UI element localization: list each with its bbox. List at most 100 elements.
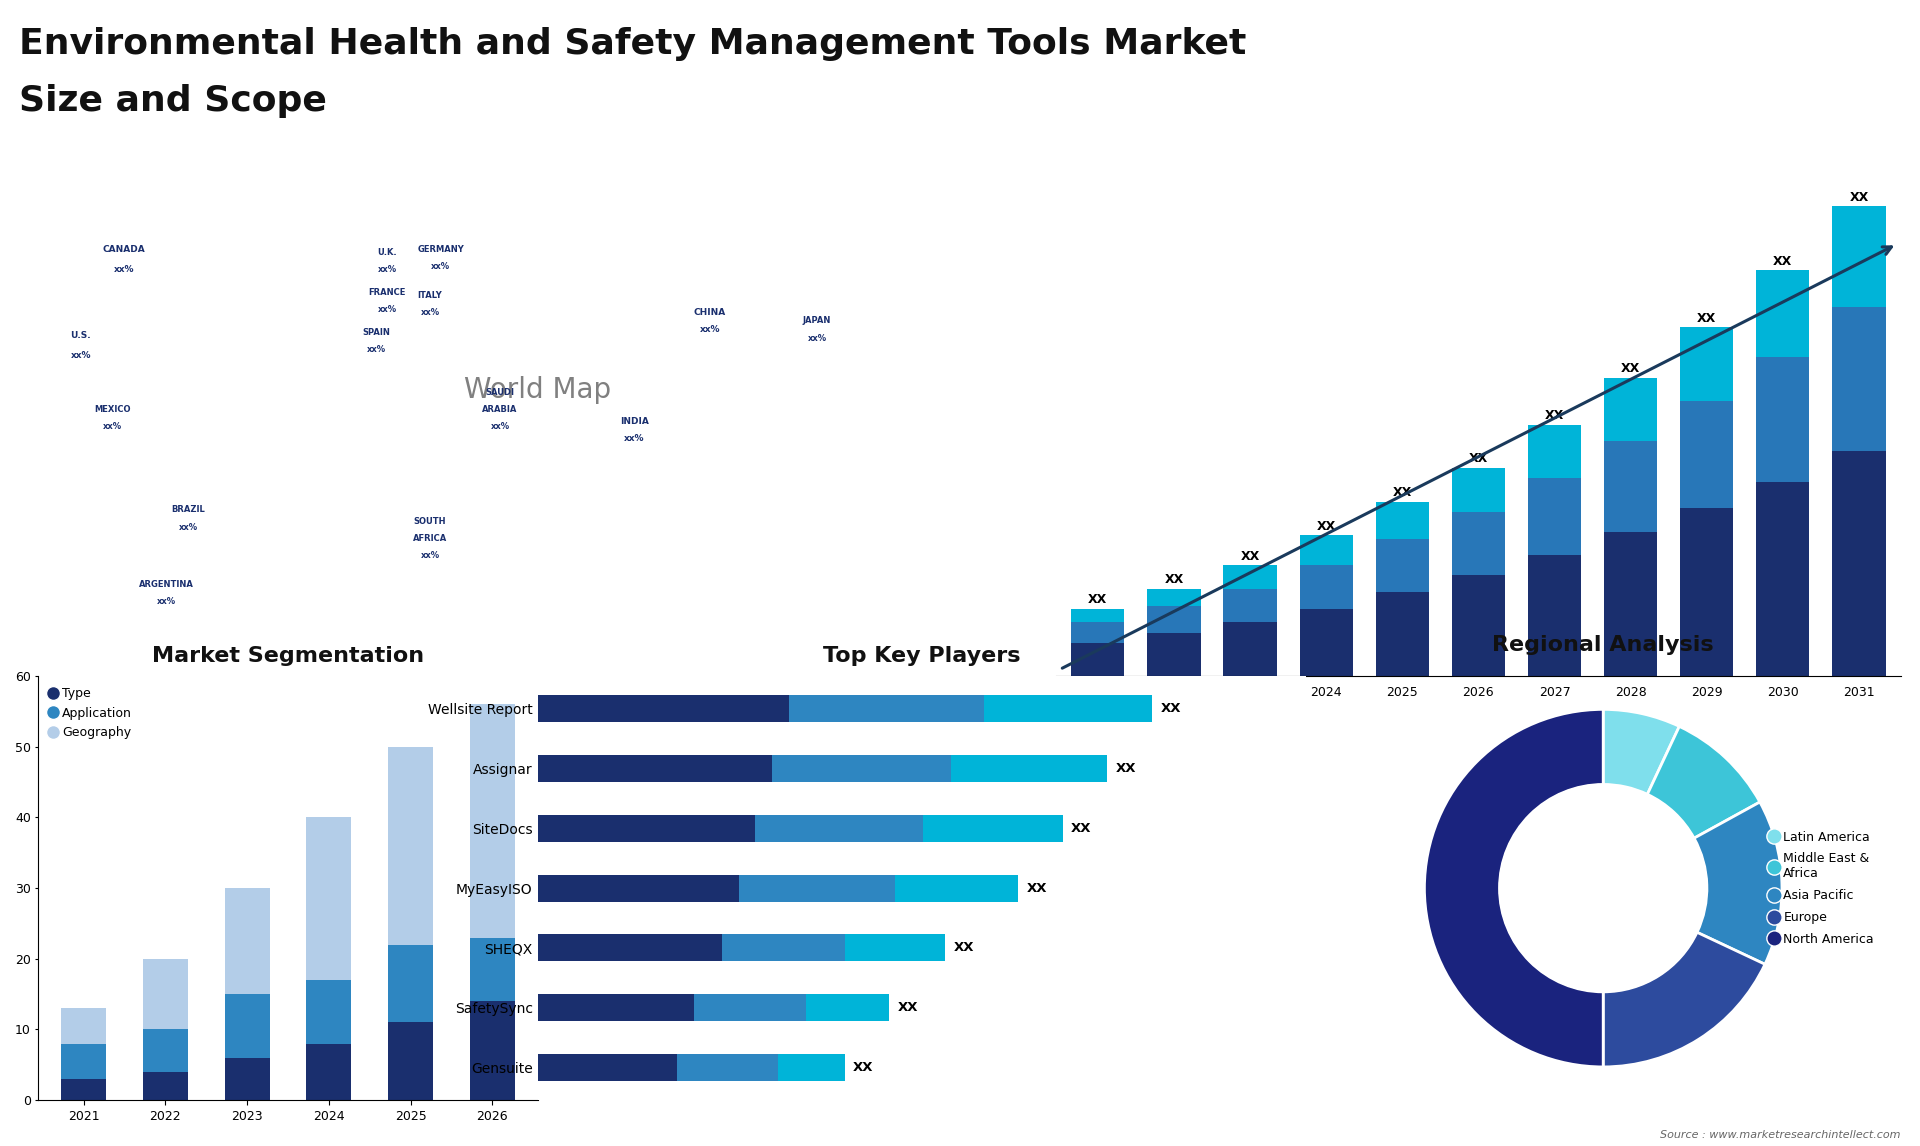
Bar	[1528, 478, 1582, 556]
Bar	[538, 815, 755, 842]
Bar	[895, 874, 1018, 902]
Bar	[1757, 481, 1809, 676]
Bar	[61, 1044, 106, 1080]
Bar	[1148, 589, 1200, 606]
Bar	[985, 696, 1152, 722]
Text: GERMANY: GERMANY	[417, 245, 465, 253]
Bar	[1528, 556, 1582, 676]
Bar	[470, 705, 515, 937]
Wedge shape	[1603, 933, 1764, 1067]
Bar	[142, 1029, 188, 1072]
Text: World Map: World Map	[465, 376, 611, 403]
Text: XX: XX	[899, 1002, 918, 1014]
Bar	[789, 696, 985, 722]
Bar	[1603, 377, 1657, 441]
Bar	[1375, 592, 1428, 676]
Text: xx%: xx%	[624, 434, 645, 442]
Bar	[307, 1044, 351, 1100]
Text: XX: XX	[1089, 594, 1108, 606]
Bar	[1223, 622, 1277, 676]
Text: ARABIA: ARABIA	[482, 406, 518, 414]
Title: Top Key Players: Top Key Players	[824, 646, 1020, 666]
Bar	[1223, 589, 1277, 622]
Text: XX: XX	[1392, 486, 1411, 499]
Bar	[1148, 606, 1200, 633]
Bar	[1757, 358, 1809, 481]
Bar	[470, 937, 515, 1002]
Text: xx%: xx%	[378, 265, 397, 274]
Bar	[678, 1054, 778, 1081]
Text: xx%: xx%	[367, 345, 386, 354]
Text: XX: XX	[1697, 312, 1716, 324]
Bar	[1300, 565, 1354, 609]
Text: XX: XX	[1027, 881, 1046, 895]
Bar	[739, 874, 895, 902]
Text: XX: XX	[1116, 762, 1137, 775]
Text: ITALY: ITALY	[419, 291, 442, 299]
Text: U.S.: U.S.	[71, 331, 90, 339]
Text: Source : www.marketresearchintellect.com: Source : www.marketresearchintellect.com	[1661, 1130, 1901, 1140]
Text: XX: XX	[1849, 190, 1868, 204]
Text: xx%: xx%	[113, 265, 134, 274]
Bar	[388, 944, 434, 1022]
Bar	[388, 747, 434, 944]
Bar	[142, 1072, 188, 1100]
Bar	[950, 755, 1108, 782]
Text: XX: XX	[1160, 702, 1181, 715]
Bar	[1452, 575, 1505, 676]
Wedge shape	[1693, 802, 1782, 964]
Bar	[538, 755, 772, 782]
Text: xx%: xx%	[420, 551, 440, 560]
Text: xx%: xx%	[179, 523, 198, 532]
Circle shape	[1500, 785, 1707, 991]
Bar	[538, 995, 693, 1021]
Bar	[142, 959, 188, 1029]
Title: Regional Analysis: Regional Analysis	[1492, 635, 1715, 654]
Bar	[1832, 206, 1885, 307]
Bar	[1757, 270, 1809, 358]
Bar	[845, 934, 945, 961]
Text: INDIA: INDIA	[620, 417, 649, 425]
Bar	[388, 1022, 434, 1100]
Text: XX: XX	[1164, 573, 1183, 587]
Text: xx%: xx%	[808, 333, 828, 343]
Bar	[470, 1002, 515, 1100]
Bar	[1375, 502, 1428, 539]
Bar	[1680, 328, 1734, 401]
Bar	[538, 934, 722, 961]
Bar	[225, 995, 269, 1058]
Text: FRANCE: FRANCE	[369, 288, 405, 297]
Bar	[1452, 469, 1505, 512]
Bar	[806, 995, 889, 1021]
Text: BRAZIL: BRAZIL	[171, 505, 205, 515]
Bar	[1680, 401, 1734, 509]
Bar	[1375, 539, 1428, 592]
Legend: Latin America, Middle East &
Africa, Asia Pacific, Europe, North America: Latin America, Middle East & Africa, Asi…	[1766, 825, 1880, 951]
Bar	[1832, 307, 1885, 452]
Text: JAPAN: JAPAN	[803, 316, 831, 325]
Text: xx%: xx%	[490, 423, 509, 431]
Bar	[1071, 609, 1125, 622]
Polygon shape	[1642, 29, 1726, 79]
Text: MEXICO: MEXICO	[94, 406, 131, 414]
Text: CHINA: CHINA	[693, 308, 726, 316]
Bar	[1832, 452, 1885, 676]
Text: MARKET
RESEARCH
INTELLECT: MARKET RESEARCH INTELLECT	[1822, 36, 1885, 71]
Text: SAUDI: SAUDI	[486, 388, 515, 397]
Text: SPAIN: SPAIN	[363, 328, 390, 337]
Text: XX: XX	[1469, 453, 1488, 465]
Text: XX: XX	[1620, 362, 1640, 375]
Text: CANADA: CANADA	[102, 245, 146, 253]
Wedge shape	[1603, 709, 1680, 794]
Bar	[1603, 532, 1657, 676]
Bar	[307, 817, 351, 980]
Text: XX: XX	[1240, 550, 1260, 563]
Bar	[61, 1008, 106, 1044]
Text: xx%: xx%	[71, 351, 90, 360]
Bar	[1603, 441, 1657, 532]
Text: U.K.: U.K.	[376, 248, 397, 257]
Bar	[1528, 424, 1582, 478]
Bar	[61, 1080, 106, 1100]
Bar	[1680, 509, 1734, 676]
Text: XX: XX	[954, 941, 973, 955]
